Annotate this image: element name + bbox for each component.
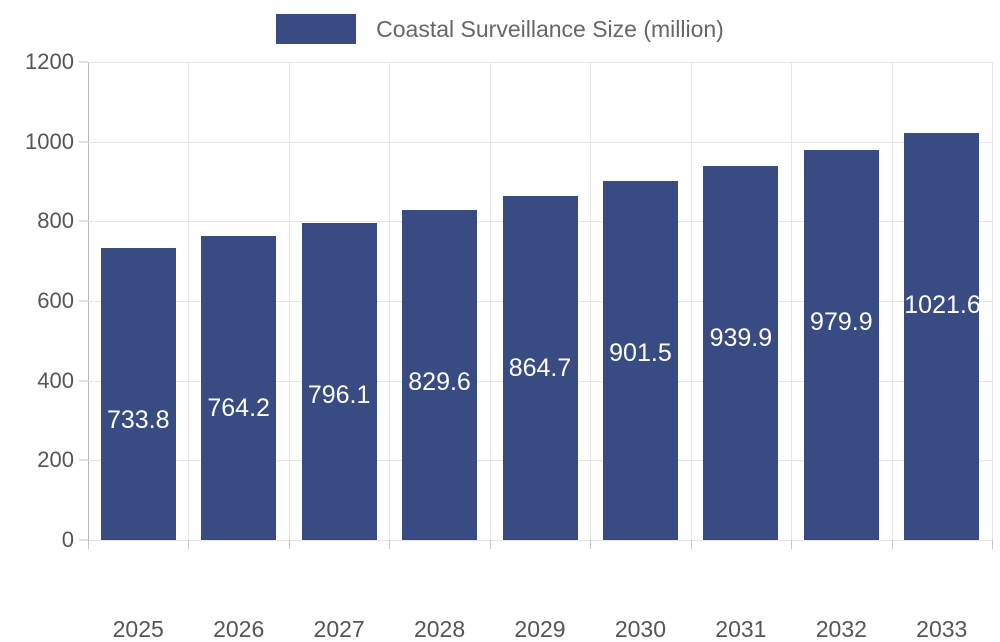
x-tick-mark xyxy=(892,540,893,549)
bar[interactable]: 864.7 xyxy=(502,195,578,540)
y-gridline xyxy=(88,141,992,143)
y-axis-tick-label: 400 xyxy=(37,367,74,393)
x-axis-tick-label: 2029 xyxy=(514,616,566,642)
x-axis-tick-label: 2033 xyxy=(916,616,968,642)
bar-value-label: 1021.6 xyxy=(904,291,981,320)
bar[interactable]: 733.8 xyxy=(100,247,176,540)
x-tick-mark xyxy=(88,540,89,549)
bar-value-label: 864.7 xyxy=(508,353,572,382)
y-tick-mark xyxy=(79,459,88,461)
bar[interactable]: 979.9 xyxy=(803,149,879,540)
y-tick-mark xyxy=(79,220,88,222)
x-gridline xyxy=(188,62,189,540)
x-tick-mark xyxy=(490,540,491,549)
y-axis-tick-label: 1200 xyxy=(25,49,74,74)
x-tick-mark xyxy=(590,540,591,549)
x-gridline xyxy=(289,62,290,540)
bar[interactable]: 764.2 xyxy=(201,235,277,540)
x-gridline xyxy=(691,62,692,540)
x-axis-tick-label: 2031 xyxy=(715,616,767,642)
x-tick-mark xyxy=(691,540,692,549)
x-axis-tick-label: 2026 xyxy=(213,616,265,642)
bar-value-label: 733.8 xyxy=(106,405,170,434)
y-axis-tick-label: 0 xyxy=(61,527,74,552)
bar-value-label: 829.6 xyxy=(408,367,471,396)
x-gridline xyxy=(590,62,591,540)
bar-value-label: 764.2 xyxy=(207,393,270,422)
y-tick-mark xyxy=(79,141,88,143)
x-tick-mark xyxy=(289,540,290,549)
x-gridline xyxy=(992,62,993,540)
bar[interactable]: 829.6 xyxy=(402,209,478,540)
legend-item-coastal-surveillance[interactable]: Coastal Surveillance Size (million) xyxy=(276,14,724,44)
y-tick-mark xyxy=(79,300,88,302)
x-gridline xyxy=(490,62,491,540)
x-axis-tick-label: 2027 xyxy=(313,616,365,642)
bar[interactable]: 1021.6 xyxy=(904,133,981,540)
x-axis-tick-label: 2025 xyxy=(112,616,164,642)
bar-value-label: 939.9 xyxy=(709,323,773,352)
x-axis-tick-label: 2030 xyxy=(614,616,667,642)
bar[interactable]: 939.9 xyxy=(703,165,779,540)
bar-value-label: 901.5 xyxy=(609,338,672,367)
x-gridline xyxy=(892,62,893,540)
x-axis-tick-label: 2032 xyxy=(815,616,867,642)
legend-item-label: Coastal Surveillance Size (million) xyxy=(376,15,724,42)
plot-area: 0 200 400 600 800 1000 1200 2025 733.8 2026 764.2 2… xyxy=(25,51,993,641)
bar[interactable]: 901.5 xyxy=(602,180,678,540)
bar-value-label: 796.1 xyxy=(307,380,371,409)
y-gridline xyxy=(88,62,992,63)
y-axis-tick-label: 200 xyxy=(37,447,74,473)
y-tick-mark xyxy=(79,61,88,63)
chart-legend: Coastal Surveillance Size (million) xyxy=(0,0,1000,58)
bar-value-label: 979.9 xyxy=(810,307,873,336)
y-tick-mark xyxy=(79,539,88,541)
y-axis-tick-label: 600 xyxy=(37,288,74,313)
bar[interactable]: 796.1 xyxy=(301,222,377,540)
x-tick-mark xyxy=(389,540,390,549)
x-gridline xyxy=(389,62,390,540)
y-axis-tick-label: 800 xyxy=(37,208,74,234)
y-axis-tick-label: 1000 xyxy=(25,128,74,154)
x-tick-mark xyxy=(992,540,993,549)
y-gridline xyxy=(88,540,992,541)
x-tick-mark xyxy=(188,540,189,549)
x-axis-tick-label: 2028 xyxy=(413,616,466,642)
y-tick-mark xyxy=(79,380,88,382)
x-tick-mark xyxy=(791,540,792,549)
legend-swatch-icon xyxy=(276,14,357,44)
x-gridline xyxy=(791,62,792,540)
